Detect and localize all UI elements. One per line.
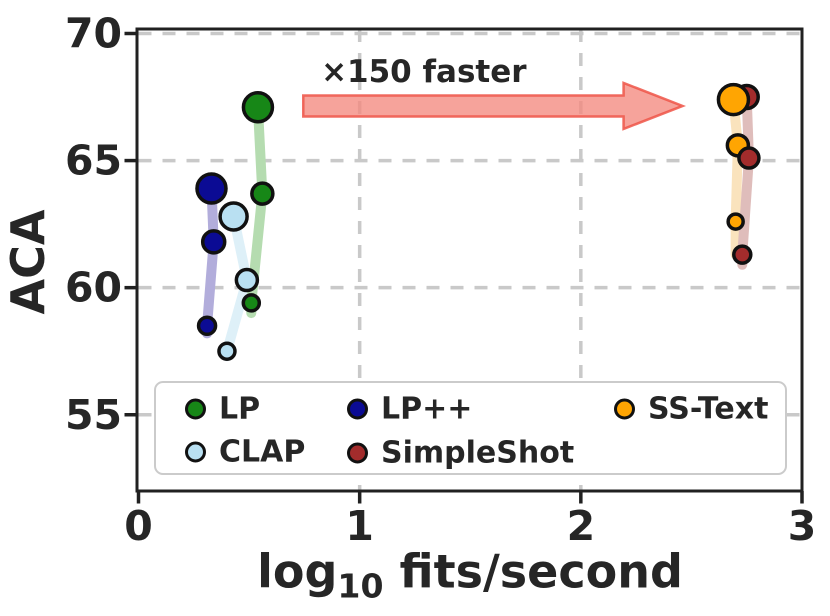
- point-simpleshot-1: [737, 146, 761, 170]
- legend-box: LP CLAP LP++ SimpleShot SS-Text: [154, 381, 787, 475]
- y-tick-label-70: 70: [65, 10, 122, 58]
- trail-ss-text: [728, 94, 743, 260]
- legend-marker-lp-plus-plus-icon: [347, 398, 368, 420]
- annotation-speedup-text: ×150 faster: [321, 53, 527, 90]
- trail-simpleshot: [737, 92, 754, 270]
- point-lp-plus-plus-1: [200, 229, 227, 255]
- y-tick-label-65: 65: [65, 137, 122, 185]
- trail-lp-plus-plus: [202, 183, 219, 339]
- legend-marker-simpleshot-icon: [347, 442, 368, 464]
- legend-label: SS-Text: [648, 391, 769, 427]
- point-lp-1: [250, 181, 275, 206]
- legend-label: CLAP: [219, 434, 306, 470]
- x-axis-label-sub: 10: [337, 566, 384, 606]
- point-ss-text-0: [716, 82, 751, 117]
- x-axis-label-post: fits/second: [383, 544, 683, 599]
- legend-item-lp-plus-plus: LP++: [347, 392, 472, 427]
- legend-item-simpleshot: SimpleShot: [347, 436, 574, 471]
- point-lp-plus-plus-0: [195, 172, 228, 205]
- point-clap-2: [217, 341, 237, 361]
- legend-label: SimpleShot: [381, 435, 575, 471]
- point-lp-0: [241, 90, 275, 124]
- x-tick-label-3: 3: [788, 502, 817, 550]
- x-tick-label-1: 1: [345, 502, 374, 550]
- legend-label: LP: [219, 391, 261, 427]
- legend-marker-clap-icon: [185, 441, 206, 463]
- legend-marker-lp-icon: [185, 398, 206, 420]
- legend-marker-ss-text-icon: [614, 398, 635, 420]
- legend-item-lp: LP: [185, 392, 260, 427]
- speedup-arrow: [302, 81, 687, 131]
- x-tick-label-0: 0: [124, 502, 153, 550]
- point-ss-text-2: [726, 212, 745, 231]
- point-lp-2: [241, 293, 262, 313]
- y-axis-label: ACA: [1, 209, 55, 315]
- point-clap-0: [218, 201, 249, 232]
- point-simpleshot-2: [732, 244, 753, 265]
- point-lp-plus-plus-2: [196, 315, 218, 337]
- legend-label: LP++: [381, 391, 473, 427]
- point-clap-1: [234, 267, 260, 293]
- legend-item-ss-text: SS-Text: [614, 392, 768, 427]
- x-tick-label-2: 2: [567, 502, 596, 550]
- y-tick-label-60: 60: [65, 264, 122, 312]
- plot-border: [135, 27, 804, 493]
- y-tick-label-55: 55: [65, 391, 122, 439]
- x-axis-label-pre: log: [257, 544, 338, 599]
- x-axis-label: log10 fits/second: [257, 544, 683, 605]
- legend-item-clap: CLAP: [185, 435, 305, 470]
